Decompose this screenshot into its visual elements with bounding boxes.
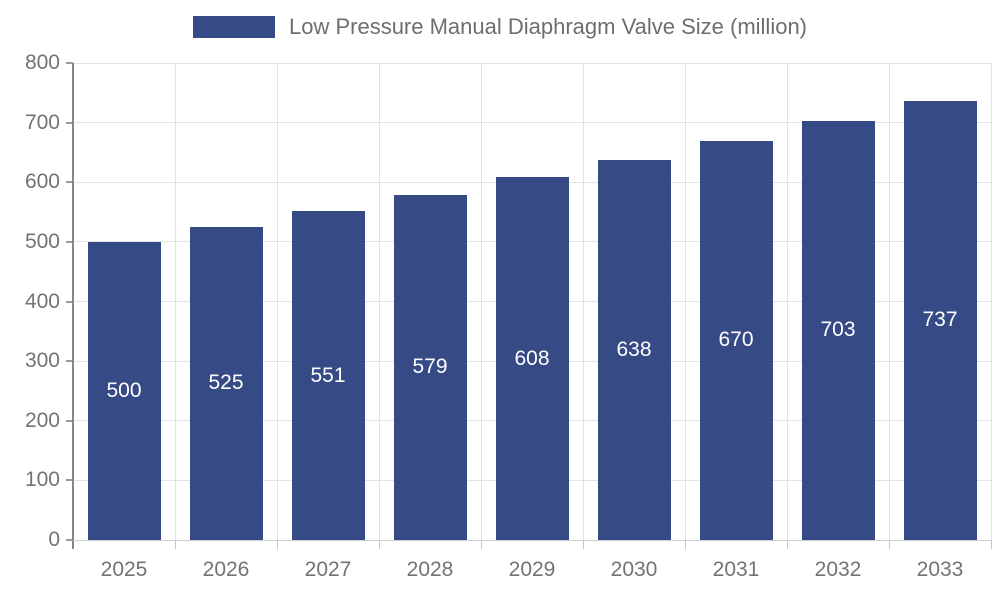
x-axis-line bbox=[73, 540, 991, 541]
bar-value-label: 638 bbox=[616, 337, 652, 361]
y-axis-line bbox=[72, 63, 74, 549]
y-tick bbox=[66, 479, 73, 482]
x-tick-label: 2030 bbox=[610, 558, 658, 581]
x-tick bbox=[684, 540, 686, 549]
bar-value-label: 670 bbox=[718, 328, 754, 352]
x-tick bbox=[480, 540, 482, 549]
gridline-horizontal bbox=[73, 62, 991, 64]
bar-value-label: 551 bbox=[310, 363, 346, 387]
bar bbox=[903, 100, 977, 540]
gridline-vertical bbox=[990, 63, 992, 540]
y-tick-label: 200 bbox=[24, 408, 60, 432]
bar bbox=[87, 241, 161, 540]
bar bbox=[393, 194, 467, 540]
y-tick-label: 300 bbox=[24, 349, 60, 373]
x-tick-label: 2032 bbox=[814, 558, 862, 581]
y-tick-label: 100 bbox=[24, 468, 60, 492]
x-tick bbox=[582, 540, 584, 549]
x-tick-label: 2028 bbox=[406, 558, 454, 581]
y-tick-label: 500 bbox=[24, 229, 60, 253]
x-tick bbox=[378, 540, 380, 549]
gridline-horizontal bbox=[73, 122, 991, 124]
bar-value-label: 737 bbox=[922, 308, 958, 332]
gridline-vertical bbox=[276, 63, 278, 540]
y-tick bbox=[66, 62, 73, 64]
legend-label: Low Pressure Manual Diaphragm Valve Size… bbox=[288, 14, 808, 39]
y-tick-label: 0 bbox=[48, 528, 60, 551]
y-tick-label: 800 bbox=[24, 51, 60, 74]
bar-value-label: 500 bbox=[106, 378, 142, 402]
bar-value-label: 525 bbox=[208, 371, 244, 395]
gridline-vertical bbox=[888, 63, 890, 540]
bar bbox=[699, 140, 773, 540]
bar bbox=[189, 226, 263, 540]
x-tick-label: 2025 bbox=[100, 558, 148, 581]
gridline-vertical bbox=[480, 63, 482, 540]
y-tick-label: 600 bbox=[24, 170, 60, 194]
y-tick-label: 400 bbox=[24, 289, 60, 313]
x-tick bbox=[888, 540, 890, 549]
bar bbox=[495, 177, 569, 540]
gridline-vertical bbox=[786, 63, 788, 540]
x-tick-label: 2031 bbox=[712, 558, 760, 581]
x-tick-label: 2033 bbox=[916, 558, 964, 581]
x-tick-label: 2027 bbox=[304, 558, 352, 581]
legend: Low Pressure Manual Diaphragm Valve Size… bbox=[0, 14, 1000, 40]
legend-swatch bbox=[192, 16, 275, 38]
x-tick-label: 2029 bbox=[508, 558, 556, 581]
gridline-vertical bbox=[378, 63, 380, 540]
y-tick bbox=[66, 181, 73, 184]
x-tick bbox=[990, 540, 992, 549]
bar bbox=[597, 159, 671, 540]
y-tick-label: 700 bbox=[24, 110, 60, 134]
y-tick bbox=[66, 121, 73, 124]
bar-value-label: 608 bbox=[514, 346, 550, 370]
x-tick bbox=[786, 540, 788, 549]
x-tick bbox=[276, 540, 278, 549]
bar-value-label: 703 bbox=[820, 318, 856, 342]
x-tick bbox=[174, 540, 176, 549]
gridline-vertical bbox=[684, 63, 686, 540]
y-tick bbox=[66, 300, 73, 303]
y-tick bbox=[66, 360, 73, 363]
bar bbox=[801, 120, 875, 540]
bar-value-label: 579 bbox=[412, 355, 448, 379]
gridline-vertical bbox=[174, 63, 176, 540]
y-tick bbox=[66, 240, 73, 243]
y-tick bbox=[66, 419, 73, 422]
bar bbox=[291, 211, 365, 540]
y-tick bbox=[66, 539, 73, 541]
gridline-vertical bbox=[582, 63, 584, 540]
x-tick-label: 2026 bbox=[202, 558, 250, 581]
